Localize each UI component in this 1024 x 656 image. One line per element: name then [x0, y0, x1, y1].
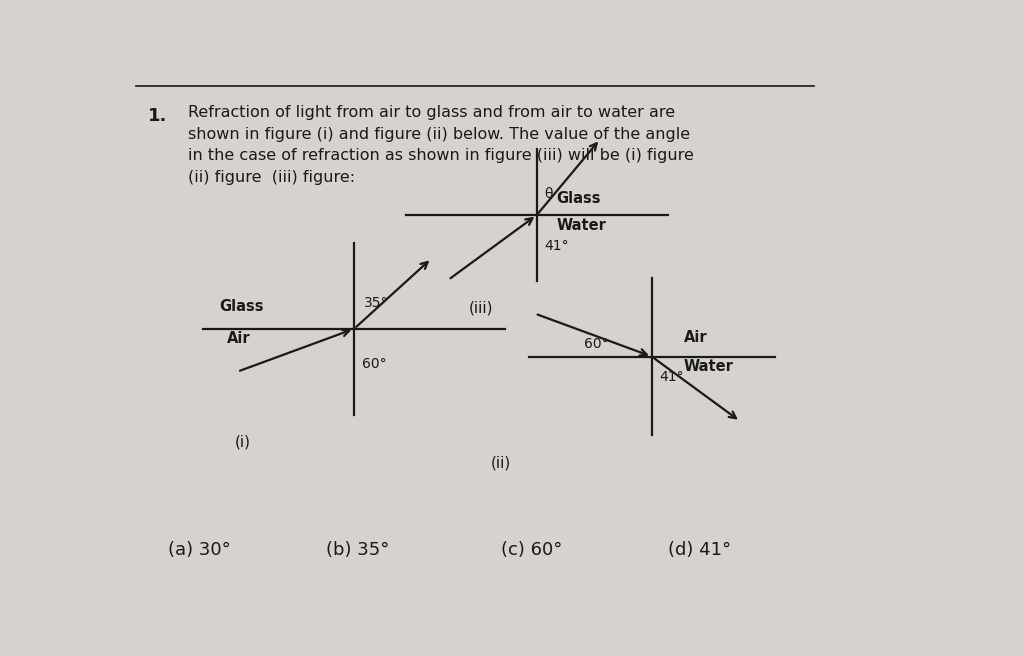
Text: Glass: Glass	[557, 191, 601, 206]
Text: (b) 35°: (b) 35°	[327, 541, 390, 559]
Text: Air: Air	[684, 331, 708, 346]
Text: (ii): (ii)	[490, 455, 511, 470]
Text: Water: Water	[684, 359, 733, 374]
Text: Water: Water	[557, 218, 606, 233]
Text: 41°: 41°	[545, 239, 569, 253]
Text: 41°: 41°	[659, 371, 684, 384]
Text: (i): (i)	[236, 435, 251, 450]
Text: 1.: 1.	[147, 106, 167, 125]
Text: 60°: 60°	[362, 357, 387, 371]
Text: θ: θ	[545, 187, 553, 201]
Text: (c) 60°: (c) 60°	[501, 541, 562, 559]
Text: (a) 30°: (a) 30°	[168, 541, 230, 559]
Text: (iii): (iii)	[469, 301, 494, 316]
Text: (d) 41°: (d) 41°	[668, 541, 731, 559]
Text: Glass: Glass	[219, 298, 264, 314]
Text: Air: Air	[227, 331, 251, 346]
Text: 60°: 60°	[585, 337, 609, 352]
Text: Refraction of light from air to glass and from air to water are
shown in figure : Refraction of light from air to glass an…	[187, 105, 693, 185]
Text: 35°: 35°	[364, 296, 388, 310]
